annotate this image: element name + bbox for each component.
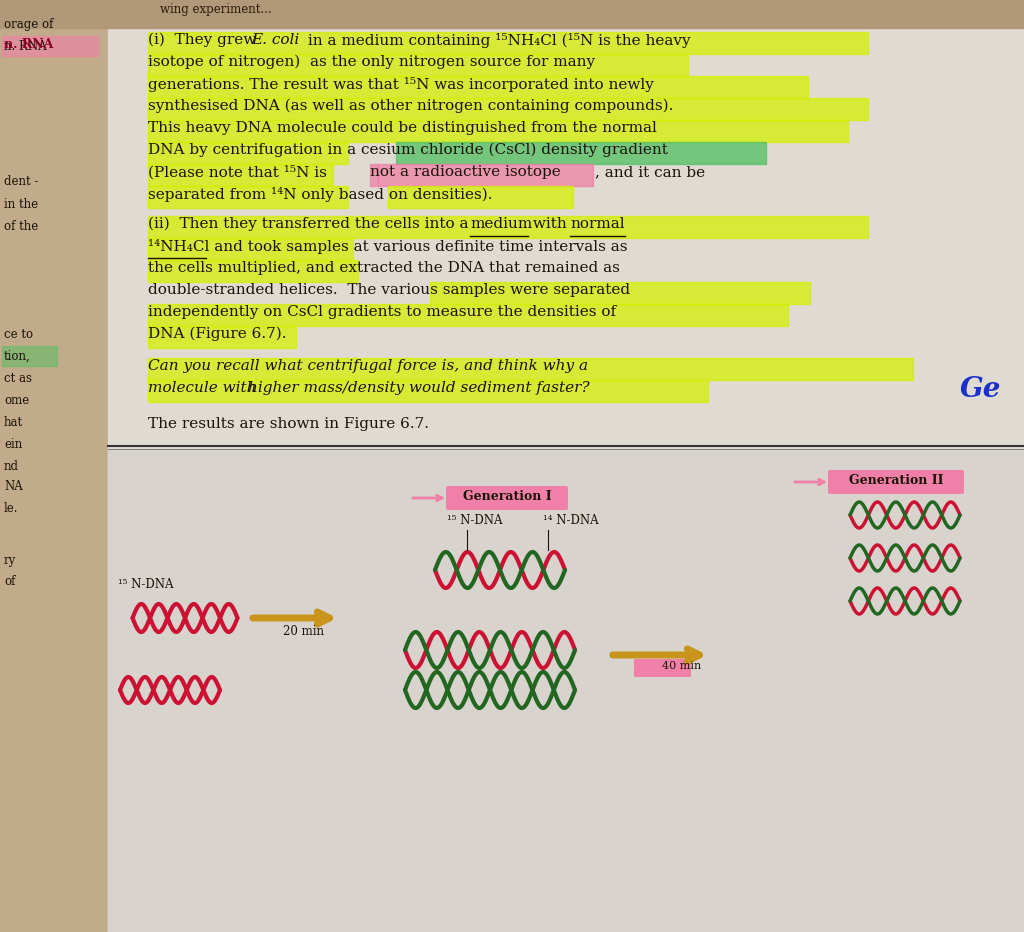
Text: ome: ome — [4, 394, 30, 407]
Bar — [148, 164, 333, 186]
Text: with: with — [528, 217, 571, 231]
Bar — [0, 0, 108, 932]
Bar — [430, 282, 810, 304]
Bar — [148, 76, 808, 98]
Bar — [378, 164, 593, 186]
Text: (i)  They grew: (i) They grew — [148, 33, 261, 48]
Text: orage of: orage of — [4, 18, 53, 31]
Text: le.: le. — [4, 502, 18, 515]
Bar — [148, 142, 348, 164]
Text: independently on CsCl gradients to measure the densities of: independently on CsCl gradients to measu… — [148, 305, 616, 319]
Text: wing experiment...: wing experiment... — [160, 3, 271, 16]
Text: ein: ein — [4, 438, 23, 451]
Text: isotope of nitrogen)  as the only nitrogen source for many: isotope of nitrogen) as the only nitroge… — [148, 55, 595, 69]
Text: separated from ¹⁴N only based on densities).: separated from ¹⁴N only based on densiti… — [148, 187, 493, 202]
Text: in a medium containing ¹⁵NH₄Cl (¹⁵N is the heavy: in a medium containing ¹⁵NH₄Cl (¹⁵N is t… — [303, 33, 690, 48]
Text: (Please note that ¹⁵N is: (Please note that ¹⁵N is — [148, 165, 332, 179]
Bar — [148, 54, 688, 76]
Text: tion,: tion, — [4, 350, 31, 363]
Text: ¹⁴NH₄Cl and took samples at various definite time intervals as: ¹⁴NH₄Cl and took samples at various defi… — [148, 239, 628, 254]
Text: the cells multiplied, and extracted the DNA that remained as: the cells multiplied, and extracted the … — [148, 261, 620, 275]
Text: ry: ry — [4, 554, 16, 567]
Bar — [148, 32, 868, 54]
Bar — [388, 186, 573, 208]
Text: not a radioactive isotope: not a radioactive isotope — [370, 165, 561, 179]
Text: , and it can be: , and it can be — [595, 165, 706, 179]
Bar — [148, 186, 348, 208]
Text: NA: NA — [4, 480, 23, 493]
Text: ¹⁴ N-DNA: ¹⁴ N-DNA — [543, 514, 599, 527]
Bar — [2, 36, 98, 56]
Bar — [396, 142, 766, 164]
Text: synthesised DNA (as well as other nitrogen containing compounds).: synthesised DNA (as well as other nitrog… — [148, 99, 674, 114]
Text: The results are shown in Figure 6.7.: The results are shown in Figure 6.7. — [148, 417, 429, 431]
Text: ce to: ce to — [4, 328, 33, 341]
Text: molecule with: molecule with — [148, 381, 261, 395]
Text: of: of — [4, 575, 15, 588]
Text: double-stranded helices.  The various samples were separated: double-stranded helices. The various sam… — [148, 283, 630, 297]
Text: n. RNA: n. RNA — [4, 38, 53, 51]
FancyBboxPatch shape — [634, 659, 691, 677]
Text: of the: of the — [4, 220, 38, 233]
Text: Ge: Ge — [961, 376, 1001, 403]
Text: DNA by centrifugation in a cesium chloride (CsCl) density gradient: DNA by centrifugation in a cesium chlori… — [148, 143, 668, 158]
Text: normal: normal — [570, 217, 625, 231]
Bar — [148, 238, 353, 260]
Bar — [148, 380, 708, 402]
Bar — [370, 164, 378, 186]
Text: 20 min: 20 min — [283, 625, 324, 638]
Bar — [148, 216, 868, 238]
Bar — [108, 450, 1024, 932]
Text: higher mass/density would sediment faster?: higher mass/density would sediment faste… — [248, 381, 590, 395]
Bar — [0, 0, 1024, 28]
Bar — [148, 98, 868, 120]
Text: (ii)  Then they transferred the cells into a: (ii) Then they transferred the cells int… — [148, 217, 473, 231]
Text: medium: medium — [470, 217, 532, 231]
Text: ¹⁵ N-DNA: ¹⁵ N-DNA — [447, 514, 503, 527]
Text: 40 min: 40 min — [662, 661, 701, 671]
FancyBboxPatch shape — [446, 486, 568, 510]
Text: ct as: ct as — [4, 372, 32, 385]
Text: n. RNA: n. RNA — [4, 40, 47, 53]
Text: dent -: dent - — [4, 175, 38, 188]
Bar — [148, 326, 296, 348]
FancyBboxPatch shape — [828, 470, 964, 494]
Text: This heavy DNA molecule could be distinguished from the normal: This heavy DNA molecule could be disting… — [148, 121, 656, 135]
Text: Generation I: Generation I — [463, 490, 551, 503]
Bar — [2, 346, 57, 366]
Text: DNA (Figure 6.7).: DNA (Figure 6.7). — [148, 327, 287, 341]
Bar — [148, 304, 788, 326]
Text: ¹⁵ N-DNA: ¹⁵ N-DNA — [118, 578, 173, 591]
Bar — [148, 120, 848, 142]
Text: E. coli: E. coli — [251, 33, 299, 47]
Text: nd: nd — [4, 460, 19, 473]
Text: generations. The result was that ¹⁵N was incorporated into newly: generations. The result was that ¹⁵N was… — [148, 77, 654, 92]
Bar — [148, 260, 358, 282]
Bar — [148, 358, 913, 380]
Text: Can you recall what centrifugal force is, and think why a: Can you recall what centrifugal force is… — [148, 359, 588, 373]
Text: Generation II: Generation II — [849, 474, 943, 487]
Text: hat: hat — [4, 416, 24, 429]
Text: in the: in the — [4, 198, 38, 211]
Bar — [108, 0, 1024, 932]
